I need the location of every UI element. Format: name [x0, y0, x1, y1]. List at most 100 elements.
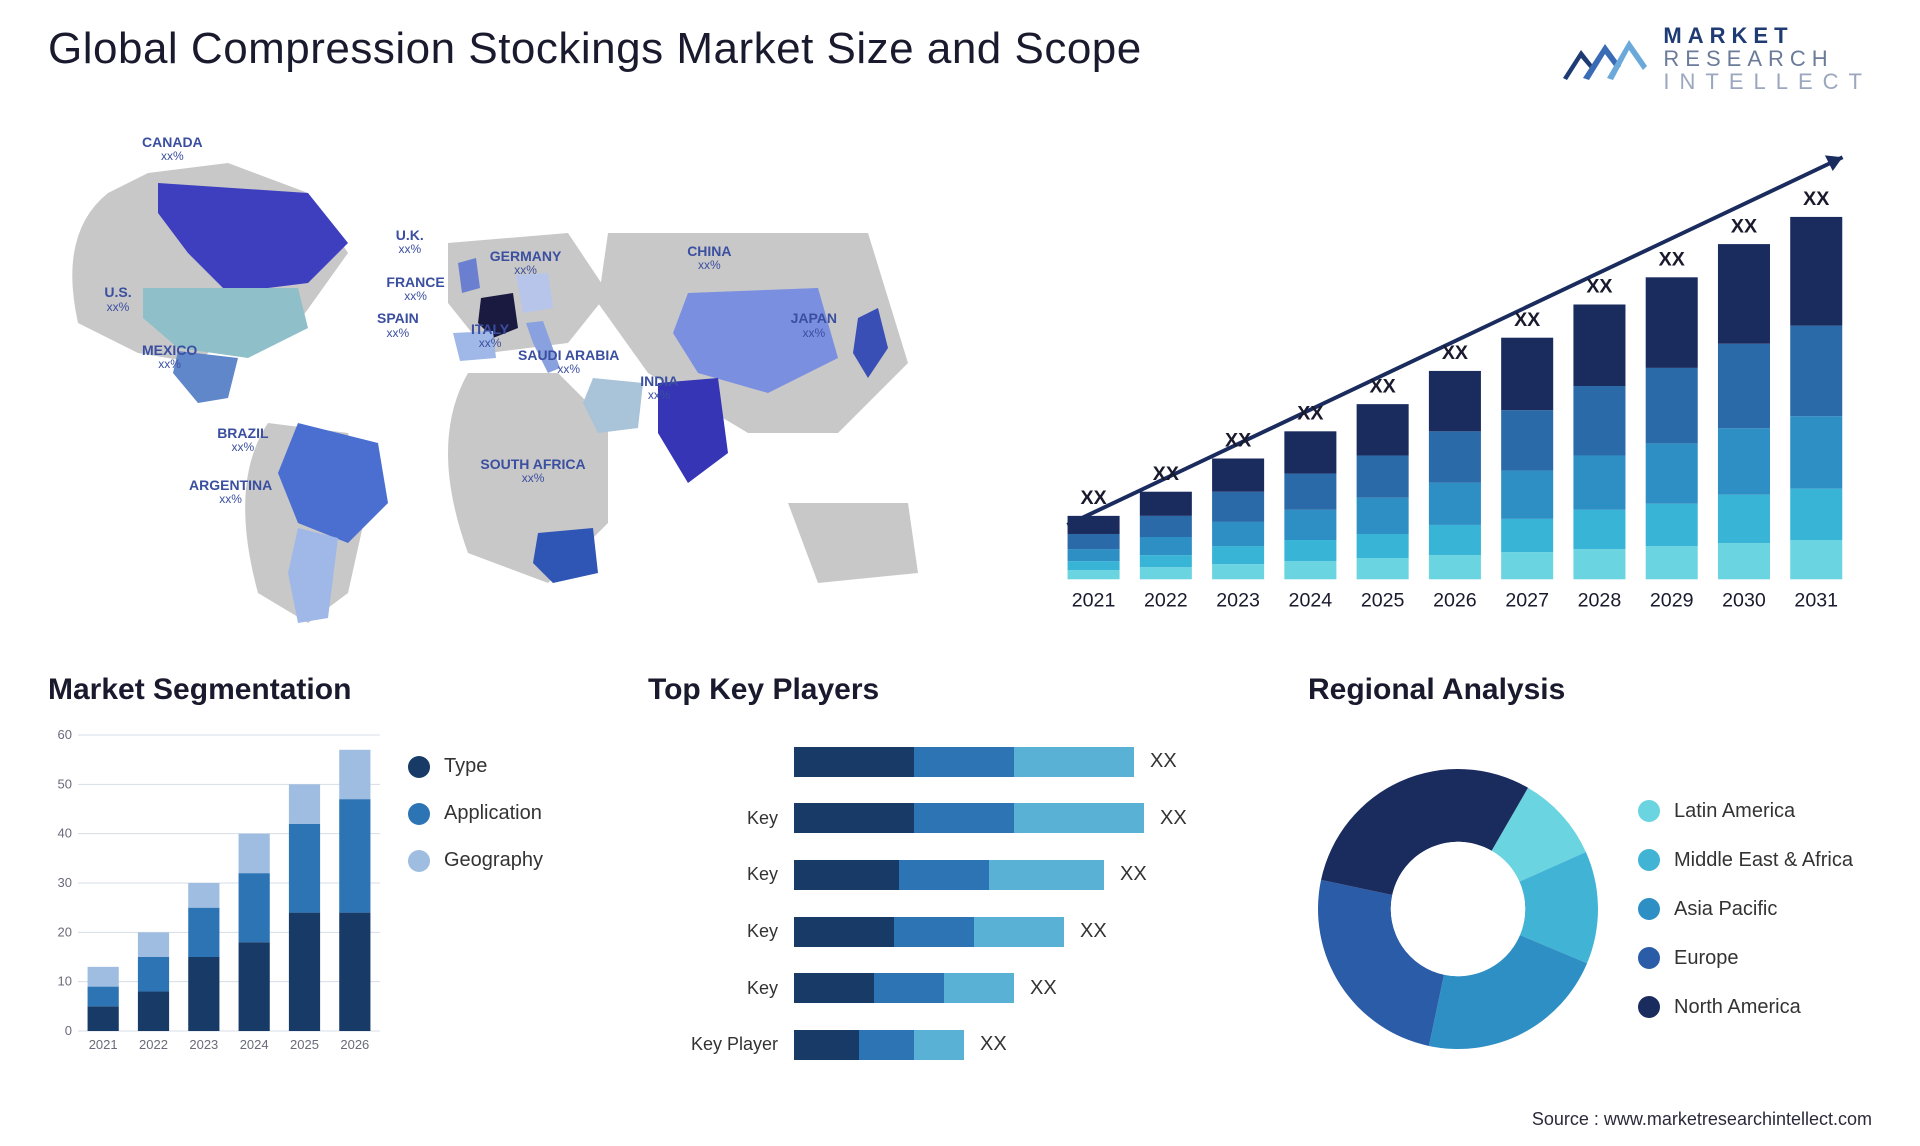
- logo-mark-icon: [1561, 32, 1651, 86]
- svg-text:2030: 2030: [1722, 590, 1766, 612]
- segmentation-chart: 0 10 20 30 40 50 60 2021 2022 2023 2024 2025 2026: [48, 725, 388, 1093]
- key-player-value: XX: [1120, 863, 1147, 886]
- svg-text:30: 30: [58, 875, 72, 890]
- svg-text:2022: 2022: [139, 1037, 168, 1052]
- svg-text:2024: 2024: [240, 1037, 269, 1052]
- key-player-value: XX: [1080, 920, 1107, 943]
- svg-text:2021: 2021: [1072, 590, 1116, 612]
- key-player-value: XX: [1150, 750, 1177, 773]
- legend-item: Europe: [1638, 947, 1872, 970]
- key-player-value: XX: [1030, 977, 1057, 1000]
- key-player-value: XX: [980, 1033, 1007, 1056]
- key-players-title: Top Key Players: [648, 673, 1268, 707]
- segmentation-legend: Type Application Geography: [408, 725, 608, 1093]
- logo-line2: RESEARCH: [1663, 47, 1872, 70]
- svg-text:50: 50: [58, 777, 72, 792]
- svg-text:XX: XX: [1080, 487, 1106, 509]
- svg-text:60: 60: [58, 727, 72, 742]
- regional-analysis-panel: Regional Analysis Latin America Middle Ea…: [1308, 673, 1872, 1093]
- source-text: Source : www.marketresearchintellect.com: [1532, 1109, 1872, 1130]
- svg-text:2025: 2025: [290, 1037, 319, 1052]
- key-player-bar: [794, 803, 1144, 833]
- svg-text:2027: 2027: [1505, 590, 1549, 612]
- map-label: U.K.xx%: [396, 227, 424, 257]
- world-map: CANADAxx% U.S.xx% MEXICOxx% BRAZILxx% ARGENT…: [48, 123, 988, 643]
- regional-title: Regional Analysis: [1308, 673, 1872, 707]
- svg-text:2021: 2021: [89, 1037, 118, 1052]
- svg-text:2026: 2026: [1433, 590, 1477, 612]
- map-label: JAPANxx%: [791, 310, 837, 340]
- key-player-name: Key: [648, 808, 778, 829]
- regional-legend: Latin America Middle East & Africa Asia Pa…: [1638, 800, 1872, 1019]
- market-growth-chart: XX 2021 XX 2022 XX 2023 XX 2024 XX 2025 XX 2026 XX 20…: [1028, 123, 1872, 643]
- page-title: Global Compression Stockings Market Size…: [48, 24, 1142, 74]
- svg-text:XX: XX: [1153, 463, 1179, 485]
- svg-text:2023: 2023: [1216, 590, 1260, 612]
- logo-line3: INTELLECT: [1663, 70, 1872, 93]
- map-label: U.S.xx%: [104, 284, 131, 314]
- key-player-row: Key Player XX: [648, 1030, 1268, 1060]
- svg-text:XX: XX: [1370, 376, 1396, 398]
- map-label: ITALYxx%: [471, 321, 509, 351]
- svg-text:XX: XX: [1442, 342, 1468, 364]
- map-label: CHINAxx%: [687, 243, 731, 273]
- map-label: BRAZILxx%: [217, 425, 268, 455]
- key-player-bar: [794, 1030, 964, 1060]
- map-label: GERMANYxx%: [490, 248, 562, 278]
- key-player-row: Key XX: [648, 917, 1268, 947]
- svg-text:10: 10: [58, 974, 72, 989]
- legend-item: Latin America: [1638, 800, 1872, 823]
- map-label: SAUDI ARABIAxx%: [518, 347, 619, 377]
- legend-item: Middle East & Africa: [1638, 849, 1872, 872]
- map-label: FRANCExx%: [386, 274, 444, 304]
- svg-text:2028: 2028: [1578, 590, 1622, 612]
- key-player-value: XX: [1160, 807, 1187, 830]
- svg-text:2029: 2029: [1650, 590, 1694, 612]
- svg-text:2026: 2026: [340, 1037, 369, 1052]
- svg-text:XX: XX: [1225, 430, 1251, 452]
- svg-text:2023: 2023: [189, 1037, 218, 1052]
- key-player-row: Key XX: [648, 973, 1268, 1003]
- key-player-bar: [794, 917, 1064, 947]
- legend-item: Asia Pacific: [1638, 898, 1872, 921]
- key-player-bar: [794, 747, 1134, 777]
- svg-text:XX: XX: [1586, 276, 1612, 298]
- key-players-panel: Top Key Players XXKeyXXKeyXXKeyXXKeyXXKe…: [648, 673, 1268, 1093]
- key-player-row: Key XX: [648, 803, 1268, 833]
- legend-item: Geography: [408, 849, 608, 872]
- svg-text:20: 20: [58, 925, 72, 940]
- key-player-bar: [794, 860, 1104, 890]
- key-player-name: Key: [648, 864, 778, 885]
- svg-text:XX: XX: [1803, 188, 1829, 210]
- svg-text:XX: XX: [1514, 309, 1540, 331]
- legend-item: Type: [408, 755, 608, 778]
- svg-text:40: 40: [58, 826, 72, 841]
- key-player-name: Key: [648, 921, 778, 942]
- logo-line1: MARKET: [1663, 24, 1872, 47]
- map-label: ARGENTINAxx%: [189, 477, 272, 507]
- brand-logo: MARKET RESEARCH INTELLECT: [1561, 24, 1872, 93]
- segmentation-title: Market Segmentation: [48, 673, 608, 707]
- svg-text:2024: 2024: [1289, 590, 1333, 612]
- key-player-bar: [794, 973, 1014, 1003]
- legend-item: Application: [408, 802, 608, 825]
- key-player-name: Key Player: [648, 1034, 778, 1055]
- key-players-chart: XX Key XX Key XX Key XX Key XX Key Player XX: [648, 725, 1268, 1093]
- key-player-name: Key: [648, 978, 778, 999]
- map-label: CANADAxx%: [142, 134, 203, 164]
- map-label: MEXICOxx%: [142, 342, 197, 372]
- key-player-row: XX: [648, 747, 1268, 777]
- svg-text:0: 0: [65, 1023, 72, 1038]
- svg-text:XX: XX: [1297, 403, 1323, 425]
- svg-text:2022: 2022: [1144, 590, 1188, 612]
- svg-text:XX: XX: [1659, 249, 1685, 271]
- regional-donut-chart: [1308, 759, 1608, 1059]
- svg-text:XX: XX: [1731, 216, 1757, 238]
- legend-item: North America: [1638, 996, 1872, 1019]
- map-label: SPAINxx%: [377, 310, 419, 340]
- map-label: SOUTH AFRICAxx%: [480, 456, 585, 486]
- market-segmentation-panel: Market Segmentation 0 10 20 30 40 50 60 2021 202…: [48, 673, 608, 1093]
- map-label: INDIAxx%: [640, 373, 678, 403]
- key-player-row: Key XX: [648, 860, 1268, 890]
- svg-text:2025: 2025: [1361, 590, 1405, 612]
